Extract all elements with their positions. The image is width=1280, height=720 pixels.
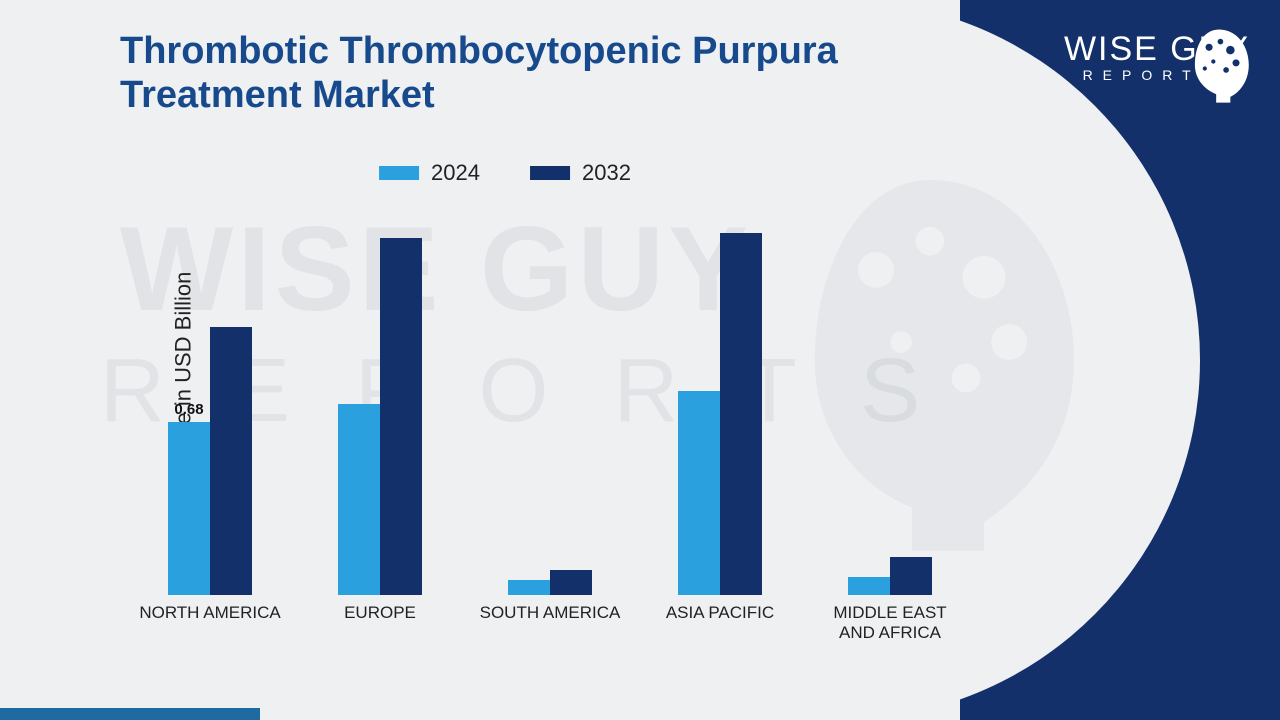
chart-legend: 2024 2032: [379, 160, 631, 186]
bar-pair: [678, 233, 762, 595]
bar-pair: 0.68: [168, 327, 252, 595]
bar-pair: [338, 238, 422, 595]
category-label: SOUTH AMERICA: [475, 595, 625, 623]
legend-item-2032: 2032: [530, 160, 631, 186]
category-group: MIDDLE EAST AND AFRICA: [815, 200, 965, 595]
bar-pair: [508, 570, 592, 595]
bar-2024: [508, 580, 550, 595]
bottom-accent-bar: [0, 708, 260, 720]
chart-title: Thrombotic Thrombocytopenic Purpura Trea…: [120, 30, 910, 117]
legend-label-2024: 2024: [431, 160, 480, 186]
bar-2024: 0.68: [168, 422, 210, 595]
category-label: EUROPE: [305, 595, 455, 623]
category-label: NORTH AMERICA: [135, 595, 285, 623]
bar-2024: [678, 391, 720, 595]
bar-2032: [720, 233, 762, 595]
chart-area: Market Size in USD Billion 2024 2032 0.6…: [55, 160, 955, 640]
bar-2024: [338, 404, 380, 595]
legend-swatch-2024: [379, 166, 419, 180]
category-group: ASIA PACIFIC: [645, 200, 795, 595]
bar-pair: [848, 557, 932, 595]
category-label: MIDDLE EAST AND AFRICA: [815, 595, 965, 642]
category-group: 0.68NORTH AMERICA: [135, 200, 285, 595]
brand-logo: WISE GUY REPORTS: [1064, 30, 1250, 83]
legend-swatch-2032: [530, 166, 570, 180]
legend-item-2024: 2024: [379, 160, 480, 186]
bar-2032: [890, 557, 932, 595]
legend-label-2032: 2032: [582, 160, 631, 186]
plot-region: 0.68NORTH AMERICAEUROPESOUTH AMERICAASIA…: [125, 200, 955, 595]
logo-head-icon: [1183, 26, 1255, 109]
bar-2032: [550, 570, 592, 595]
category-group: EUROPE: [305, 200, 455, 595]
bar-2032: [210, 327, 252, 595]
bar-2024: [848, 577, 890, 595]
bar-value-label: 0.68: [168, 401, 210, 422]
bar-2032: [380, 238, 422, 595]
category-label: ASIA PACIFIC: [645, 595, 795, 623]
chart-canvas: WISE GUY REPORTS Thrombotic Thrombocytop…: [0, 0, 1280, 720]
category-group: SOUTH AMERICA: [475, 200, 625, 595]
